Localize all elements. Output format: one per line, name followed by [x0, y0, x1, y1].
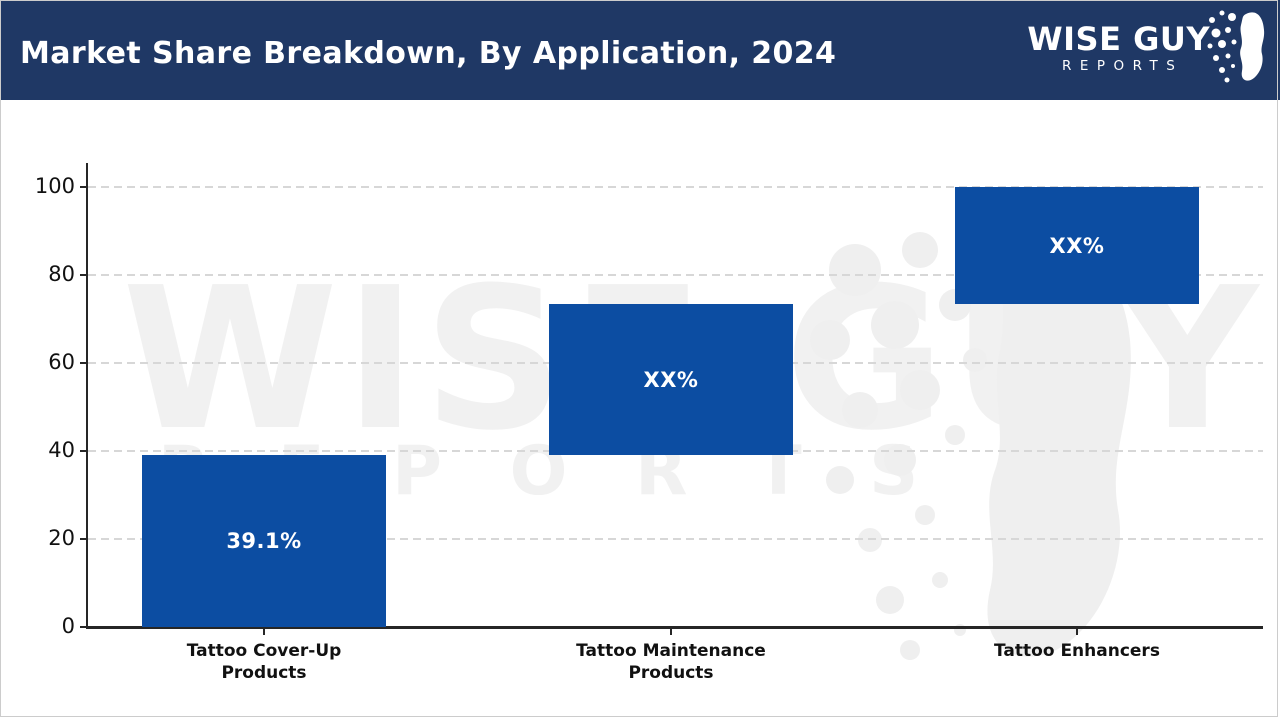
x-axis	[86, 626, 1263, 629]
brand-wordmark: WISE GUY REPORTS	[1027, 19, 1210, 75]
y-gridline	[88, 186, 1263, 188]
y-tick-label: 60	[48, 350, 75, 374]
y-tick-label: 40	[48, 438, 75, 462]
y-tick-label: 20	[48, 526, 75, 550]
y-axis	[86, 163, 88, 629]
y-tick-mark	[80, 626, 87, 628]
y-tick-label: 80	[48, 262, 75, 286]
y-tick-label: 100	[34, 174, 75, 198]
x-category-label: Tattoo Enhancers	[994, 641, 1160, 661]
y-gridline	[88, 274, 1263, 276]
x-tick-mark	[1076, 628, 1078, 635]
logo-wiseguy-text: WISE GUY	[1027, 19, 1210, 58]
y-tick-mark	[80, 274, 87, 276]
bar-value-label: XX%	[643, 367, 699, 392]
bar: XX%	[549, 304, 793, 455]
brand-logo: WISE GUY REPORTS	[1027, 6, 1268, 90]
dotted-face-icon	[1207, 10, 1265, 83]
bar-value-label: XX%	[1049, 233, 1105, 258]
bar: 39.1%	[142, 454, 386, 627]
x-tick-mark	[263, 628, 265, 635]
y-tick-mark	[80, 186, 87, 188]
y-gridline	[88, 538, 1263, 540]
bar-value-label: 39.1%	[226, 528, 302, 553]
page-title: Market Share Breakdown, By Application, …	[20, 35, 837, 71]
y-tick-mark	[80, 538, 87, 540]
header-bar: Market Share Breakdown, By Application, …	[0, 0, 1280, 100]
bar: XX%	[955, 187, 1199, 305]
x-tick-mark	[670, 628, 672, 635]
y-tick-mark	[80, 362, 87, 364]
x-category-label: Tattoo Maintenance Products	[576, 641, 766, 683]
y-tick-mark	[80, 450, 87, 452]
chart-area: WISE GUY R E P O R T S 0 20 40 60 80 100 39.1%…	[0, 100, 1280, 720]
x-category-label: Tattoo Cover-Up Products	[186, 641, 342, 683]
logo-reports-text: REPORTS	[1061, 58, 1184, 75]
y-tick-label: 0	[61, 614, 75, 638]
